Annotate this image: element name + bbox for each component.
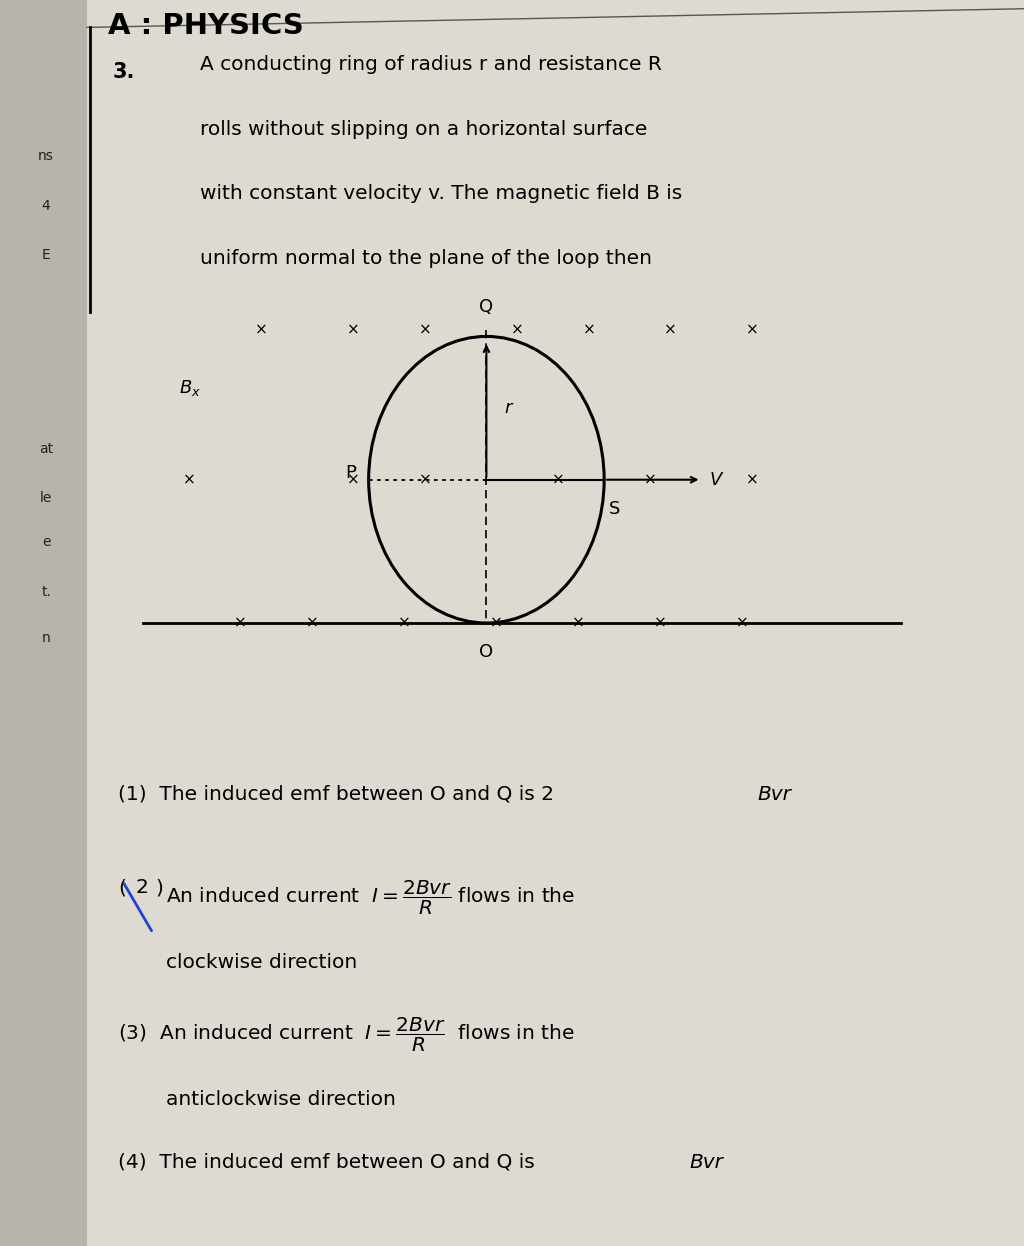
Text: $B_x$: $B_x$ (179, 379, 201, 399)
FancyBboxPatch shape (0, 0, 87, 1246)
Text: ×: × (583, 323, 595, 338)
Text: ×: × (183, 472, 196, 487)
Text: A : PHYSICS: A : PHYSICS (108, 12, 303, 40)
Text: (: ( (118, 878, 126, 897)
Text: anticlockwise direction: anticlockwise direction (166, 1090, 395, 1109)
Text: with constant velocity v. The magnetic field B is: with constant velocity v. The magnetic f… (200, 184, 682, 203)
Text: Bvr: Bvr (689, 1153, 723, 1171)
Text: E: E (42, 248, 50, 263)
Text: n: n (42, 630, 50, 645)
Text: uniform normal to the plane of the loop then: uniform normal to the plane of the loop … (200, 249, 651, 268)
Text: ×: × (347, 472, 359, 487)
Text: ×: × (347, 323, 359, 338)
Text: ×: × (665, 323, 677, 338)
Text: O: O (479, 643, 494, 660)
Text: (4)  The induced emf between O and Q is: (4) The induced emf between O and Q is (118, 1153, 541, 1171)
Text: 4: 4 (42, 198, 50, 213)
Text: ×: × (736, 616, 749, 630)
Text: ×: × (419, 323, 431, 338)
FancyBboxPatch shape (87, 0, 1024, 1246)
Text: at: at (39, 441, 53, 456)
Text: Bvr: Bvr (758, 785, 792, 804)
Text: V: V (710, 471, 722, 488)
Text: le: le (40, 491, 52, 506)
Text: ×: × (419, 472, 431, 487)
Text: P: P (345, 465, 356, 482)
Text: ns: ns (38, 148, 54, 163)
Text: r: r (505, 399, 512, 417)
Text: 2: 2 (135, 878, 148, 897)
Text: clockwise direction: clockwise direction (166, 953, 357, 972)
Text: (3)  An induced current  $I = \dfrac{2Bvr}{R}$  flows in the: (3) An induced current $I = \dfrac{2Bvr}… (118, 1015, 574, 1054)
Text: ×: × (398, 616, 411, 630)
Text: ×: × (511, 323, 523, 338)
Text: ×: × (746, 472, 759, 487)
Text: ×: × (654, 616, 667, 630)
Text: t.: t. (41, 584, 51, 599)
Text: ×: × (552, 472, 564, 487)
Text: Q: Q (479, 299, 494, 316)
Text: ×: × (572, 616, 585, 630)
Text: rolls without slipping on a horizontal surface: rolls without slipping on a horizontal s… (200, 120, 647, 138)
Text: ×: × (234, 616, 247, 630)
Text: ×: × (255, 323, 267, 338)
Text: ): ) (156, 878, 164, 897)
Text: e: e (42, 535, 50, 549)
Text: ×: × (306, 616, 318, 630)
Text: ×: × (746, 323, 759, 338)
Text: (1)  The induced emf between O and Q is 2: (1) The induced emf between O and Q is 2 (118, 785, 554, 804)
Text: An induced current  $I = \dfrac{2Bvr}{R}$ flows in the: An induced current $I = \dfrac{2Bvr}{R}$… (166, 878, 574, 917)
Text: S: S (609, 500, 621, 517)
Text: A conducting ring of radius r and resistance R: A conducting ring of radius r and resist… (200, 55, 662, 74)
Text: 3.: 3. (113, 62, 135, 82)
Text: ×: × (644, 472, 656, 487)
Text: ×: × (490, 616, 503, 630)
